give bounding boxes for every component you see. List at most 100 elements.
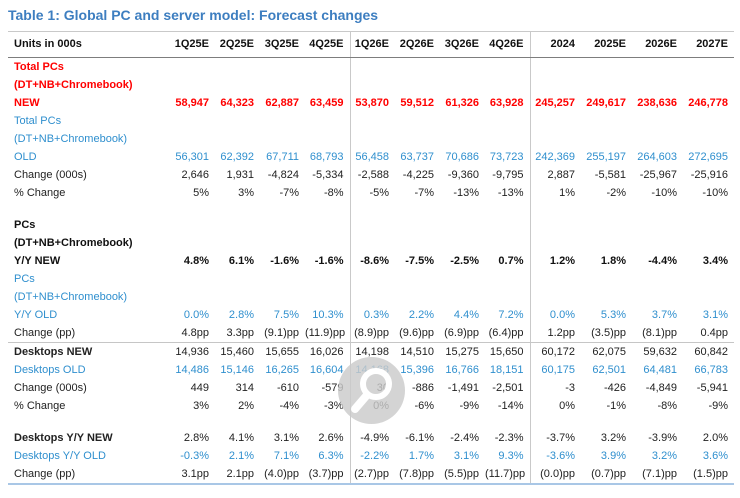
value-cell: 2,887: [529, 166, 581, 184]
period-header-cell: 2Q26E: [395, 31, 440, 58]
value-cell: [260, 202, 305, 216]
table-row: Change (pp) 4.8pp 3.3pp (9.1)pp (11.9)pp (8.9…: [8, 324, 734, 343]
period-header-cell: 4Q25E: [305, 31, 350, 58]
value-cell: [215, 270, 260, 288]
value-cell: 3.6%: [702, 450, 728, 462]
value-cell: [529, 76, 581, 94]
spacer-row: [8, 202, 734, 216]
value-cell: -8%: [657, 400, 677, 412]
value-cell: [305, 288, 350, 306]
row-label: Y/Y OLD: [14, 309, 58, 321]
value-cell: 9.3%: [498, 450, 524, 462]
period-header-cell: 1Q26E: [349, 31, 395, 58]
value-cell: 56,458: [349, 148, 395, 166]
value-cell: 16,026: [309, 346, 344, 358]
value-cell: [632, 112, 683, 130]
value-cell: -25,967: [639, 169, 677, 181]
value-cell: -1.6%: [314, 255, 344, 267]
value-cell: 70,686: [445, 151, 479, 163]
value-cell: 3.1pp: [170, 465, 215, 485]
value-cell: 2.8%: [228, 309, 254, 321]
value-cell: [529, 202, 581, 216]
value-cell: [529, 130, 581, 148]
value-cell: [395, 270, 440, 288]
value-cell: [215, 288, 260, 306]
value-cell: [395, 288, 440, 306]
value-cell: -2,501: [492, 382, 524, 394]
value-cell: [349, 130, 395, 148]
row-label: OLD: [14, 151, 37, 163]
value-cell: 1,931: [226, 169, 254, 181]
value-cell: [305, 270, 350, 288]
value-cell: 58,947: [175, 97, 209, 109]
units-header-cell: Units in 000s: [8, 31, 170, 58]
value-cell: [581, 130, 632, 148]
value-cell: [215, 130, 260, 148]
value-cell: [395, 202, 440, 216]
value-cell: [170, 202, 215, 216]
value-cell: [170, 112, 215, 130]
value-cell: (6.4)pp: [485, 324, 530, 343]
value-cell: [485, 58, 530, 77]
value-cell: 2.8%: [183, 432, 209, 444]
value-cell: -1,491: [447, 382, 479, 394]
value-cell: [260, 288, 305, 306]
value-cell: 14,510: [400, 346, 434, 358]
value-cell: (7.1)pp: [632, 465, 683, 485]
value-cell: 1.7%: [408, 450, 434, 462]
value-cell: [632, 270, 683, 288]
row-label: [8, 415, 170, 429]
value-cell: 59,632: [643, 346, 677, 358]
value-cell: [485, 130, 530, 148]
value-cell: 1%: [529, 184, 581, 202]
value-cell: 242,369: [529, 148, 581, 166]
value-cell: 5.3%: [600, 309, 626, 321]
value-cell: 4.4%: [453, 309, 479, 321]
value-cell: -7.5%: [405, 255, 434, 267]
value-cell: [683, 202, 734, 216]
value-cell: 3.2%: [651, 450, 677, 462]
value-cell: 16,766: [445, 364, 479, 376]
value-cell: 64,323: [220, 97, 254, 109]
value-cell: 7.5%: [273, 309, 299, 321]
value-cell: [305, 58, 350, 77]
period-header-cell: 2024: [529, 31, 581, 58]
row-label: Desktops OLD: [14, 364, 86, 376]
value-cell: -14%: [497, 400, 524, 412]
value-cell: 7.1%: [273, 450, 299, 462]
value-cell: [215, 216, 260, 234]
value-cell: 0.7%: [498, 255, 524, 267]
value-cell: [632, 415, 683, 429]
value-cell: [632, 288, 683, 306]
value-cell: [581, 202, 632, 216]
value-cell: [349, 288, 395, 306]
value-cell: [485, 76, 530, 94]
value-cell: -6.1%: [405, 432, 434, 444]
value-cell: [395, 76, 440, 94]
row-label: Desktops NEW: [14, 346, 93, 358]
value-cell: (8.1)pp: [632, 324, 683, 343]
table-row: Change (pp) 3.1pp 2.1pp (4.0)pp (3.7)pp (2.7)…: [8, 465, 734, 485]
value-cell: 449: [190, 382, 209, 394]
value-cell: [260, 415, 305, 429]
value-cell: 4.8%: [183, 255, 209, 267]
value-cell: [485, 415, 530, 429]
period-header-cell: 3Q25E: [260, 31, 305, 58]
value-cell: [581, 415, 632, 429]
value-cell: 68,793: [309, 151, 344, 163]
row-label: PCs: [14, 273, 35, 285]
value-cell: 2.1pp: [215, 465, 260, 485]
value-cell: 16,265: [265, 364, 299, 376]
value-cell: [683, 216, 734, 234]
value-cell: 14,486: [175, 364, 209, 376]
value-cell: [260, 234, 305, 252]
value-cell: -579: [321, 382, 344, 394]
row-label: % Change: [14, 400, 66, 412]
value-cell: 249,617: [586, 97, 626, 109]
value-cell: -2.4%: [450, 432, 479, 444]
table-row: Y/Y NEW 4.8% 6.1% -1.6% -1.6% -8.6% -7.5% -2.5%…: [8, 252, 734, 270]
value-cell: 53,870: [349, 94, 395, 112]
value-cell: [485, 216, 530, 234]
row-label: Change (000s): [14, 382, 87, 394]
value-cell: 63,928: [489, 97, 524, 109]
